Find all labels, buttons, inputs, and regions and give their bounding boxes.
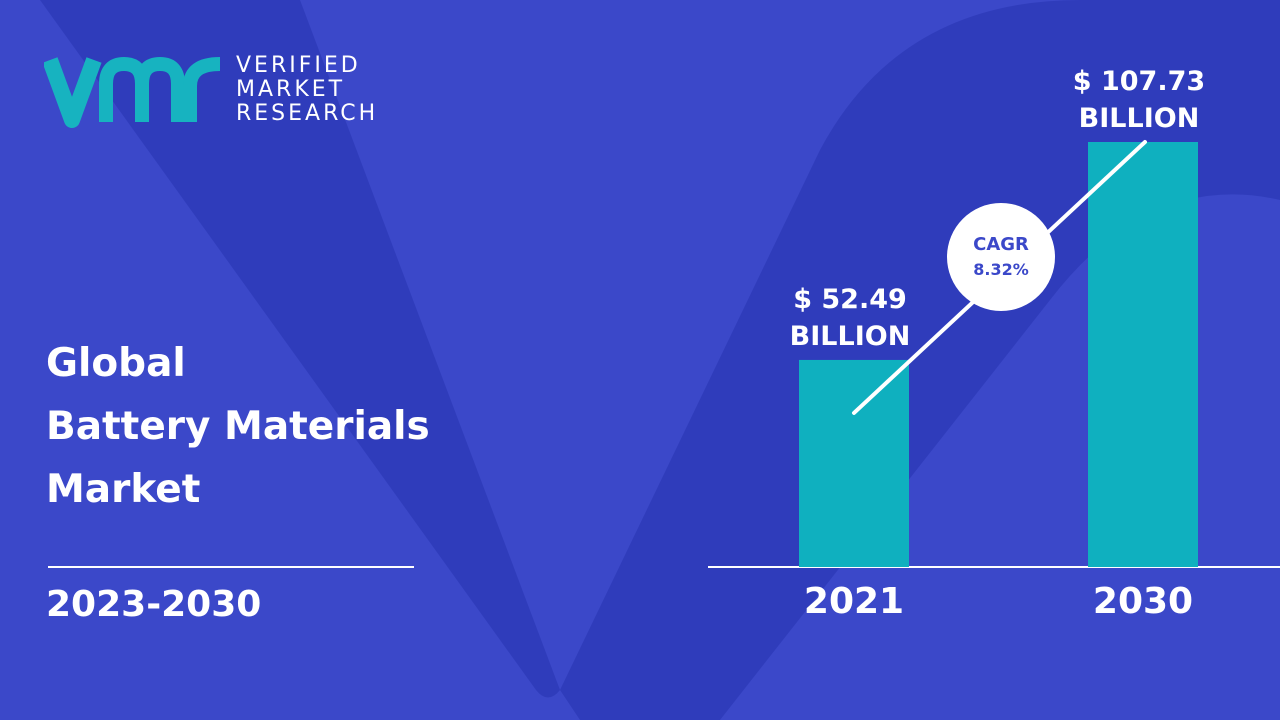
brand-line-market: MARKET xyxy=(236,77,346,102)
x-tick-label-2021: 2021 xyxy=(804,581,904,622)
bar-2030 xyxy=(1088,142,1198,567)
title-line-3: Market xyxy=(46,467,201,512)
cagr-value: 8.32% xyxy=(973,260,1029,279)
brand-line-research: RESEARCH xyxy=(236,101,379,126)
cagr-badge xyxy=(947,203,1055,311)
data-label-2021-line-2: BILLION xyxy=(790,321,911,352)
data-label-2030-line-2: BILLION xyxy=(1079,103,1200,134)
forecast-period: 2023-2030 xyxy=(46,584,262,625)
data-label-2021-line-1: $ 52.49 xyxy=(793,284,907,315)
vmr-logo-icon xyxy=(44,56,221,128)
title-line-1: Global xyxy=(46,341,186,386)
bar-2021 xyxy=(799,359,909,567)
brand-logo: VERIFIED MARKET RESEARCH xyxy=(44,50,378,130)
brand-name: VERIFIED MARKET RESEARCH xyxy=(236,54,378,126)
data-label-2030-line-1: $ 107.73 xyxy=(1073,66,1205,97)
title-line-2: Battery Materials xyxy=(46,404,430,449)
brand-line-verified: VERIFIED xyxy=(236,53,361,78)
x-tick-label-2030: 2030 xyxy=(1093,581,1193,622)
page-title: Global Battery Materials Market xyxy=(46,332,430,521)
title-divider xyxy=(48,566,414,568)
cagr-label: CAGR xyxy=(973,234,1029,255)
